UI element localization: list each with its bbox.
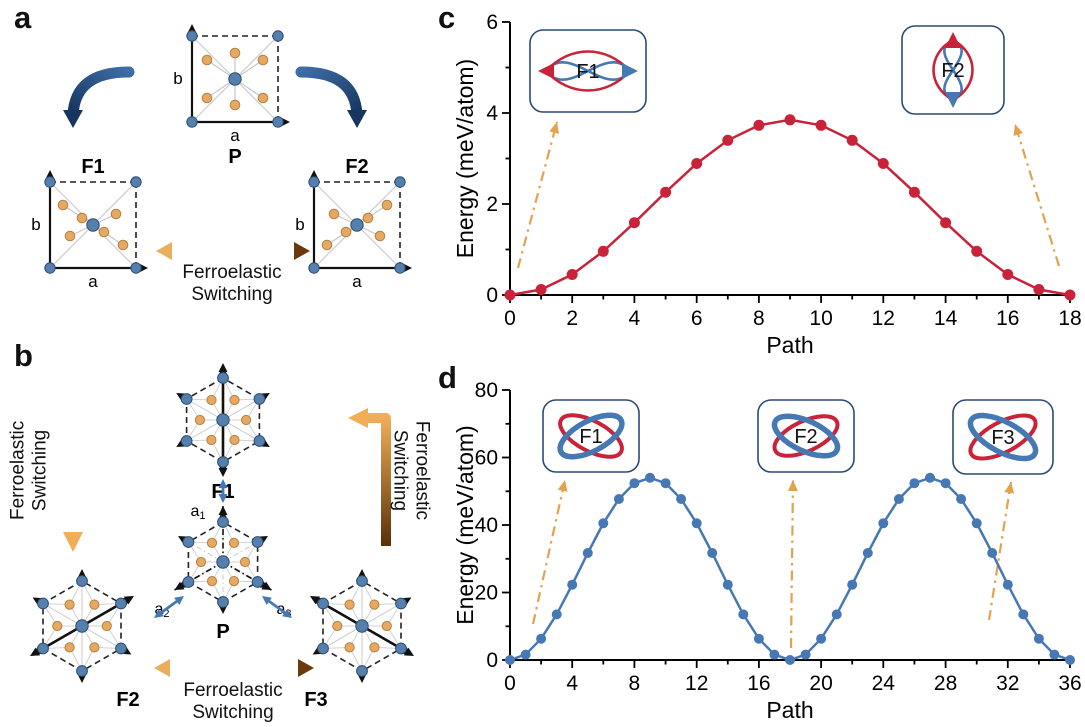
svg-text:4: 4 — [486, 102, 498, 125]
svg-text:a1: a1 — [190, 503, 205, 522]
svg-text:b: b — [173, 69, 182, 88]
svg-text:F1: F1 — [81, 158, 104, 178]
ferroelastic-switching-arrow-b-left-icon — [58, 384, 88, 556]
structure-F3-hex-cell: F3 — [282, 546, 442, 714]
svg-text:12: 12 — [685, 672, 708, 695]
structure-F1-square-cell: b a F1 — [8, 158, 158, 316]
switching-arrow-right-icon — [295, 60, 375, 132]
ferroelastic-switching-arrow-b-right-icon — [342, 386, 406, 554]
svg-text:14: 14 — [934, 307, 958, 330]
svg-text:4: 4 — [629, 307, 641, 330]
double-arrow-P-F3-icon — [256, 590, 300, 624]
svg-text:P: P — [216, 621, 229, 643]
svg-text:36: 36 — [1058, 672, 1081, 695]
ferroelastic-switching-label-a: Ferroelastic Switching — [182, 262, 282, 306]
svg-text:F2: F2 — [116, 689, 139, 711]
structure-F2-square-cell: b a F2 — [272, 158, 422, 316]
svg-text:F2: F2 — [794, 426, 817, 448]
svg-text:18: 18 — [1058, 307, 1081, 330]
panel-d-label: d — [438, 360, 457, 395]
svg-text:20: 20 — [809, 672, 832, 695]
double-arrow-P-F2-icon — [146, 590, 190, 624]
svg-text:F1: F1 — [579, 426, 602, 448]
svg-text:Path: Path — [766, 697, 813, 723]
svg-text:Energy (meV/atom): Energy (meV/atom) — [455, 59, 478, 258]
svg-text:32: 32 — [996, 672, 1019, 695]
structure-F1-hex-cell: F1 — [148, 356, 298, 506]
svg-text:F3: F3 — [304, 689, 327, 711]
svg-text:P: P — [228, 146, 241, 168]
svg-text:4: 4 — [566, 672, 578, 695]
svg-text:Path: Path — [766, 332, 813, 358]
ferroelastic-switching-arrow-b-bottom-icon — [150, 656, 318, 680]
structure-F2-hex-cell: F2 — [2, 546, 162, 714]
svg-text:0: 0 — [486, 649, 498, 672]
ferroelastic-switching-arrow-a-icon — [152, 240, 314, 262]
switching-arrow-left-icon — [55, 60, 135, 132]
svg-text:a: a — [352, 272, 362, 291]
svg-text:8: 8 — [753, 307, 765, 330]
svg-text:12: 12 — [872, 307, 895, 330]
svg-text:6: 6 — [691, 307, 703, 330]
panel-a-label: a — [14, 0, 32, 35]
svg-text:Energy (meV/atom): Energy (meV/atom) — [455, 425, 478, 624]
svg-text:a: a — [88, 272, 98, 291]
svg-text:6: 6 — [486, 11, 498, 34]
svg-text:60: 60 — [475, 447, 498, 470]
svg-text:80: 80 — [475, 379, 498, 402]
svg-text:F2: F2 — [345, 158, 368, 178]
svg-text:a: a — [230, 126, 240, 145]
ferroelastic-switching-label-b-right: Ferroelastic Switching — [389, 420, 433, 521]
svg-text:F2: F2 — [941, 60, 964, 82]
svg-text:F1: F1 — [576, 61, 599, 83]
svg-text:16: 16 — [996, 307, 1019, 330]
svg-text:2: 2 — [566, 307, 578, 330]
svg-text:2: 2 — [486, 193, 498, 216]
svg-text:b: b — [295, 215, 304, 234]
energy-path-chart-c: 0 2 4 6 8 10 12 14 16 18 0 2 4 6 Path Energy (meV/atom)… — [455, 0, 1085, 358]
svg-text:b: b — [31, 215, 40, 234]
structure-P-hex-cell: a1a2a3P — [148, 490, 298, 650]
energy-path-chart-d: 0 4 8 12 16 20 24 28 32 36 0 20 40 60 80 Path Energy (me… — [455, 362, 1085, 727]
ferroelastic-switching-label-b-bottom: Ferroelastic Switching — [183, 680, 283, 724]
svg-text:10: 10 — [809, 307, 832, 330]
svg-text:0: 0 — [504, 307, 516, 330]
svg-text:24: 24 — [872, 672, 896, 695]
svg-text:28: 28 — [934, 672, 957, 695]
ferroelastic-switching-label-b-left: Ferroelastic Switching — [7, 420, 51, 521]
svg-text:40: 40 — [475, 514, 498, 537]
svg-text:0: 0 — [486, 284, 498, 307]
svg-text:16: 16 — [747, 672, 770, 695]
svg-text:0: 0 — [504, 672, 516, 695]
panel-b-label: b — [14, 338, 33, 373]
double-arrow-F1-P-icon — [214, 476, 232, 506]
svg-text:F3: F3 — [991, 427, 1014, 449]
svg-text:20: 20 — [475, 582, 498, 605]
svg-text:8: 8 — [629, 672, 641, 695]
panel-c-label: c — [438, 0, 456, 35]
